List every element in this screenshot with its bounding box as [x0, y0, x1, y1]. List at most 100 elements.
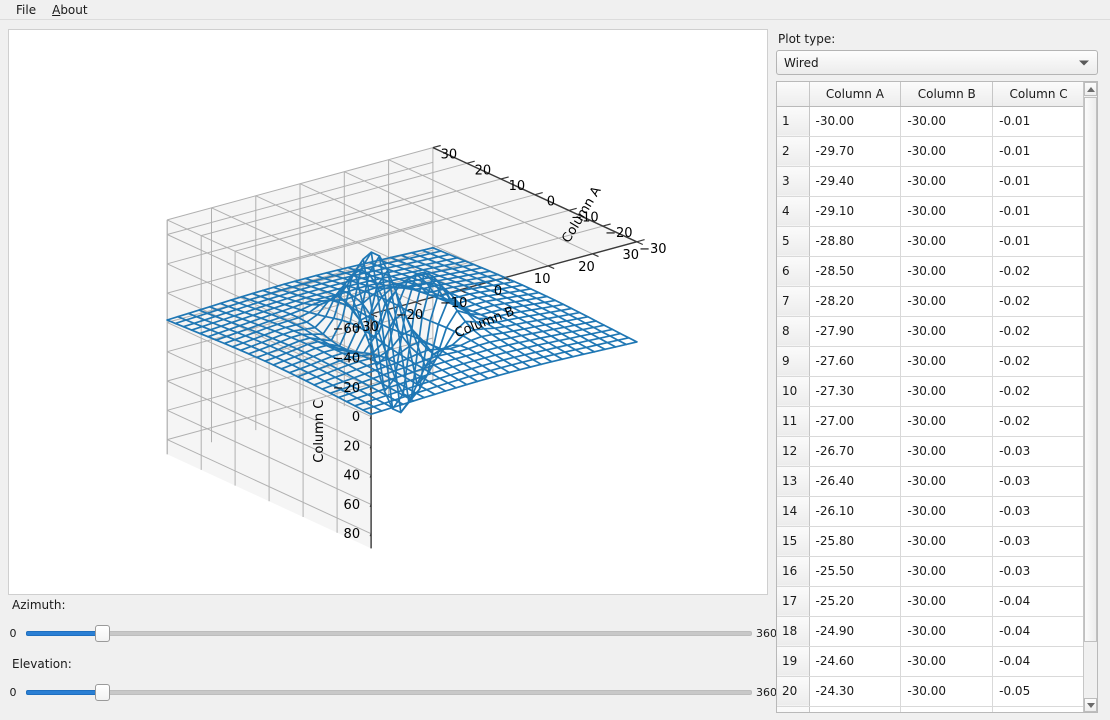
- table-row[interactable]: 19 -24.60 -30.00 -0.04: [777, 646, 1083, 677]
- table-cell-c[interactable]: -0.02: [992, 406, 1083, 437]
- table-row[interactable]: 7 -28.20 -30.00 -0.02: [777, 286, 1083, 317]
- table-cell-a[interactable]: -28.80: [809, 226, 902, 257]
- table-cell-b[interactable]: -30.00: [900, 496, 994, 527]
- table-cell-n[interactable]: 4: [777, 196, 810, 227]
- table-cell-a[interactable]: -25.50: [809, 556, 902, 587]
- scrollbar-thumb[interactable]: [1084, 97, 1097, 642]
- table-cell-b[interactable]: -30.00: [900, 196, 994, 227]
- table-cell-c[interactable]: -0.04: [992, 616, 1083, 647]
- table-row[interactable]: 8 -27.90 -30.00 -0.02: [777, 316, 1083, 347]
- table-cell-n[interactable]: 19: [777, 646, 810, 677]
- table-cell-b[interactable]: -30.00: [900, 616, 994, 647]
- table-cell-b[interactable]: -30.00: [900, 106, 994, 137]
- table-cell-c[interactable]: -0.03: [992, 556, 1083, 587]
- table-cell-a[interactable]: -29.40: [809, 166, 902, 197]
- scroll-up-button[interactable]: [1084, 82, 1097, 96]
- table-row[interactable]: 6 -28.50 -30.00 -0.02: [777, 256, 1083, 287]
- table-cell-c[interactable]: -0.02: [992, 346, 1083, 377]
- table-cell-c[interactable]: [992, 706, 1083, 712]
- table-row[interactable]: 9 -27.60 -30.00 -0.02: [777, 346, 1083, 377]
- table-cell-c[interactable]: -0.04: [992, 586, 1083, 617]
- table-cell-a[interactable]: -27.30: [809, 376, 902, 407]
- table-cell-b[interactable]: -30.00: [900, 316, 994, 347]
- table-cell-c[interactable]: -0.03: [992, 436, 1083, 467]
- plot-type-combobox[interactable]: Wired: [776, 50, 1098, 75]
- table-cell-n[interactable]: 10: [777, 376, 810, 407]
- table-row[interactable]: 16 -25.50 -30.00 -0.03: [777, 556, 1083, 587]
- table-cell-b[interactable]: -30.00: [900, 406, 994, 437]
- table-cell-c[interactable]: -0.03: [992, 526, 1083, 557]
- table-cell-a[interactable]: -25.20: [809, 586, 902, 617]
- table-cell-a[interactable]: -24.30: [809, 676, 902, 707]
- table-row[interactable]: 15 -25.80 -30.00 -0.03: [777, 526, 1083, 557]
- table-cell-c[interactable]: -0.01: [992, 196, 1083, 227]
- plot-canvas[interactable]: −60 −40 −20 0 20 40 60 80 Column C −30 −20 −10 0 10 20…: [8, 29, 768, 595]
- table-cell-a[interactable]: -26.70: [809, 436, 902, 467]
- table-cell-b[interactable]: -30.00: [900, 466, 994, 497]
- table-cell-n[interactable]: 12: [777, 436, 810, 467]
- table-cell-c[interactable]: -0.04: [992, 646, 1083, 677]
- table-cell-n[interactable]: 17: [777, 586, 810, 617]
- table-cell-b[interactable]: -30.00: [900, 256, 994, 287]
- scroll-down-button[interactable]: [1084, 698, 1097, 712]
- table-cell-a[interactable]: -30.00: [809, 106, 902, 137]
- table-cell-n[interactable]: 2: [777, 136, 810, 167]
- table-cell-c[interactable]: -0.02: [992, 286, 1083, 317]
- table-row[interactable]: 1 -30.00 -30.00 -0.01: [777, 106, 1083, 137]
- table-cell-n[interactable]: 6: [777, 256, 810, 287]
- table-cell-b[interactable]: -30.00: [900, 136, 994, 167]
- table-cell-n[interactable]: 16: [777, 556, 810, 587]
- table-cell-a[interactable]: -24.90: [809, 616, 902, 647]
- table-cell-n[interactable]: 5: [777, 226, 810, 257]
- table-row[interactable]: 20 -24.30 -30.00 -0.05: [777, 676, 1083, 707]
- table-cell-b[interactable]: -30.00: [900, 376, 994, 407]
- table-cell-a[interactable]: -28.20: [809, 286, 902, 317]
- table-cell-a[interactable]: -25.80: [809, 526, 902, 557]
- table-cell-b[interactable]: -30.00: [900, 346, 994, 377]
- table-header-column-c[interactable]: Column C: [992, 82, 1083, 107]
- table-cell-c[interactable]: -0.01: [992, 226, 1083, 257]
- table-row[interactable]: 11 -27.00 -30.00 -0.02: [777, 406, 1083, 437]
- table-cell-n[interactable]: 9: [777, 346, 810, 377]
- table-cell-b[interactable]: -30.00: [900, 226, 994, 257]
- table-cell-b[interactable]: -30.00: [900, 166, 994, 197]
- table-row[interactable]: 3 -29.40 -30.00 -0.01: [777, 166, 1083, 197]
- table-row[interactable]: 5 -28.80 -30.00 -0.01: [777, 226, 1083, 257]
- table-cell-a[interactable]: -29.10: [809, 196, 902, 227]
- table-cell-n[interactable]: 3: [777, 166, 810, 197]
- table-cell-n[interactable]: 14: [777, 496, 810, 527]
- table-cell-b[interactable]: -30.00: [900, 436, 994, 467]
- table-cell-n[interactable]: 15: [777, 526, 810, 557]
- table-cell-c[interactable]: -0.05: [992, 676, 1083, 707]
- menu-item-file[interactable]: File: [16, 2, 37, 17]
- table-cell-a[interactable]: -26.10: [809, 496, 902, 527]
- table-cell-n[interactable]: 13: [777, 466, 810, 497]
- table-row[interactable]: 13 -26.40 -30.00 -0.03: [777, 466, 1083, 497]
- elevation-track[interactable]: [26, 683, 752, 701]
- azimuth-track[interactable]: [26, 624, 752, 642]
- table-cell-c[interactable]: -0.01: [992, 106, 1083, 137]
- table-cell-n[interactable]: 1: [777, 106, 810, 137]
- table-cell-n[interactable]: 11: [777, 406, 810, 437]
- table-cell-c[interactable]: -0.03: [992, 496, 1083, 527]
- table-cell-c[interactable]: -0.03: [992, 466, 1083, 497]
- table-header-column-b[interactable]: Column B: [900, 82, 994, 107]
- table-cell-a[interactable]: -29.70: [809, 136, 902, 167]
- table-cell-c[interactable]: -0.02: [992, 376, 1083, 407]
- table-cell-b[interactable]: -30.00: [900, 526, 994, 557]
- table-cell-a[interactable]: [809, 706, 902, 712]
- table-row[interactable]: 12 -26.70 -30.00 -0.03: [777, 436, 1083, 467]
- table-cell-a[interactable]: -27.60: [809, 346, 902, 377]
- table-cell-n[interactable]: 20: [777, 676, 810, 707]
- table-row[interactable]: 10 -27.30 -30.00 -0.02: [777, 376, 1083, 407]
- table-corner-header[interactable]: [777, 82, 810, 107]
- table-cell-c[interactable]: -0.01: [992, 136, 1083, 167]
- table-row[interactable]: 4 -29.10 -30.00 -0.01: [777, 196, 1083, 227]
- table-header-column-a[interactable]: Column A: [809, 82, 902, 107]
- table-cell-n[interactable]: 7: [777, 286, 810, 317]
- table-row[interactable]: 17 -25.20 -30.00 -0.04: [777, 586, 1083, 617]
- table-row[interactable]: 14 -26.10 -30.00 -0.03: [777, 496, 1083, 527]
- table-cell-b[interactable]: -30.00: [900, 286, 994, 317]
- table-cell-a[interactable]: -26.40: [809, 466, 902, 497]
- menu-item-about[interactable]: About: [52, 2, 88, 17]
